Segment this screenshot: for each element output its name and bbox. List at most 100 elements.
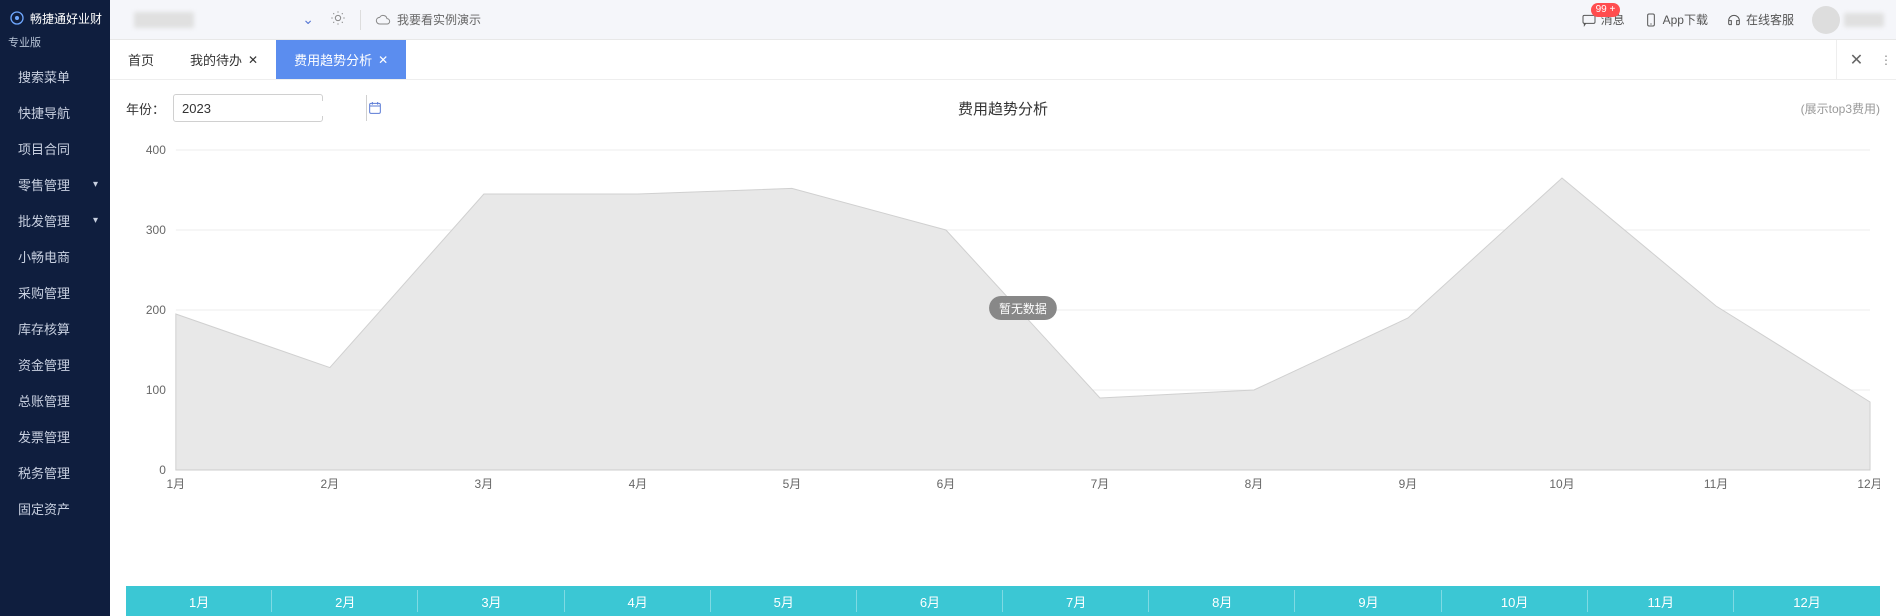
sidebar-item-8[interactable]: 资金管理 — [0, 346, 110, 382]
svg-text:暂无数据: 暂无数据 — [999, 301, 1047, 316]
month-cell-1[interactable]: 2月 — [272, 586, 418, 616]
calendar-icon — [367, 100, 383, 116]
app-download-label: App下载 — [1663, 11, 1708, 28]
customer-service-label: 在线客服 — [1746, 11, 1794, 28]
customer-service-button[interactable]: 在线客服 — [1726, 11, 1794, 28]
tab-label: 费用趋势分析 — [294, 50, 372, 69]
sidebar-item-label: 批发管理 — [18, 211, 70, 230]
sidebar-item-label: 采购管理 — [18, 283, 70, 302]
mobile-icon — [1643, 12, 1659, 28]
org-selector[interactable]: ⌄ — [122, 7, 322, 32]
sidebar-item-label: 小畅电商 — [18, 247, 70, 266]
svg-text:2月: 2月 — [321, 477, 340, 491]
topbar-right: 99 + 消息 App下载 在线客服 — [1581, 6, 1884, 34]
sidebar-item-3[interactable]: 零售管理 ▾ — [0, 166, 110, 202]
svg-text:4月: 4月 — [629, 477, 648, 491]
month-cell-7[interactable]: 8月 — [1149, 586, 1295, 616]
month-legend-bar: 1月2月3月4月5月6月7月8月9月10月11月12月 — [126, 586, 1880, 616]
sidebar-item-label: 总账管理 — [18, 391, 70, 410]
demo-link-label: 我要看实例演示 — [397, 11, 481, 28]
sidebar-item-9[interactable]: 总账管理 — [0, 382, 110, 418]
calendar-button[interactable] — [366, 95, 383, 121]
cloud-icon — [375, 12, 391, 28]
svg-text:5月: 5月 — [783, 477, 802, 491]
settings-button[interactable] — [330, 10, 346, 29]
sidebar: 畅捷通好业财 专业版 搜索菜单快捷导航项目合同零售管理▾批发管理▾小畅电商采购管… — [0, 0, 110, 616]
svg-text:6月: 6月 — [937, 477, 956, 491]
sidebar-item-label: 发票管理 — [18, 427, 70, 446]
sidebar-item-10[interactable]: 发票管理 — [0, 418, 110, 454]
svg-text:0: 0 — [159, 463, 166, 477]
sidebar-item-2[interactable]: 项目合同 — [0, 130, 110, 166]
tab-0[interactable]: 首页 — [110, 40, 172, 79]
tabs-more-button[interactable]: ⋮ — [1876, 40, 1896, 79]
sidebar-item-7[interactable]: 库存核算 — [0, 310, 110, 346]
svg-text:7月: 7月 — [1091, 477, 1110, 491]
svg-text:100: 100 — [146, 383, 166, 397]
chart-note: (展示top3费用) — [1801, 100, 1880, 117]
sidebar-item-4[interactable]: 批发管理 ▾ — [0, 202, 110, 238]
svg-text:1月: 1月 — [167, 477, 186, 491]
month-cell-5[interactable]: 6月 — [857, 586, 1003, 616]
chevron-down-icon: ▾ — [93, 179, 98, 190]
sidebar-item-11[interactable]: 税务管理 — [0, 454, 110, 490]
year-input[interactable] — [174, 101, 366, 116]
brand-logo: 畅捷通好业财 — [0, 0, 110, 36]
tab-label: 首页 — [128, 50, 154, 69]
gear-icon — [330, 10, 346, 26]
svg-text:9月: 9月 — [1399, 477, 1418, 491]
username-redacted — [1844, 13, 1884, 27]
month-cell-2[interactable]: 3月 — [418, 586, 564, 616]
close-icon[interactable]: ✕ — [248, 53, 258, 67]
divider — [360, 10, 361, 30]
sidebar-item-12[interactable]: 固定资产 — [0, 490, 110, 526]
brand-name: 畅捷通好业财 — [30, 10, 102, 27]
sidebar-item-label: 快捷导航 — [18, 103, 70, 122]
sidebar-item-5[interactable]: 小畅电商 — [0, 238, 110, 274]
sidebar-item-6[interactable]: 采购管理 — [0, 274, 110, 310]
svg-text:3月: 3月 — [475, 477, 494, 491]
sidebar-item-label: 项目合同 — [18, 139, 70, 158]
month-cell-3[interactable]: 4月 — [565, 586, 711, 616]
expense-trend-chart: 01002003004001月2月3月4月5月6月7月8月9月10月11月12月… — [126, 130, 1880, 510]
avatar — [1812, 6, 1840, 34]
month-cell-6[interactable]: 7月 — [1003, 586, 1149, 616]
svg-text:10月: 10月 — [1549, 477, 1574, 491]
month-cell-0[interactable]: 1月 — [126, 586, 272, 616]
brand-logo-icon — [8, 9, 26, 27]
demo-link[interactable]: 我要看实例演示 — [375, 11, 481, 28]
close-all-tabs-button[interactable]: ✕ — [1836, 40, 1876, 79]
svg-text:200: 200 — [146, 303, 166, 317]
month-cell-4[interactable]: 5月 — [711, 586, 857, 616]
topbar: ⌄ 我要看实例演示 99 + 消息 App下载 在线客服 — [110, 0, 1896, 40]
month-cell-11[interactable]: 12月 — [1734, 586, 1880, 616]
sidebar-item-label: 资金管理 — [18, 355, 70, 374]
tab-label: 我的待办 — [190, 50, 242, 69]
month-cell-8[interactable]: 9月 — [1295, 586, 1441, 616]
tabs-bar: 首页 我的待办 ✕ 费用趋势分析 ✕ ✕ ⋮ — [110, 40, 1896, 80]
sidebar-item-label: 零售管理 — [18, 175, 70, 194]
chart-container: 01002003004001月2月3月4月5月6月7月8月9月10月11月12月… — [126, 130, 1880, 530]
month-cell-10[interactable]: 11月 — [1588, 586, 1734, 616]
svg-text:400: 400 — [146, 143, 166, 157]
sidebar-item-label: 固定资产 — [18, 499, 70, 518]
chevron-down-icon: ▾ — [93, 215, 98, 226]
sidebar-item-1[interactable]: 快捷导航 — [0, 94, 110, 130]
user-menu[interactable] — [1812, 6, 1884, 34]
close-icon[interactable]: ✕ — [378, 53, 388, 67]
chevron-down-icon: ⌄ — [302, 11, 314, 28]
sidebar-item-label: 库存核算 — [18, 319, 70, 338]
sidebar-item-label: 搜索菜单 — [18, 67, 70, 86]
tab-1[interactable]: 我的待办 ✕ — [172, 40, 276, 79]
svg-text:8月: 8月 — [1245, 477, 1264, 491]
year-input-wrap — [173, 94, 323, 122]
tab-2[interactable]: 费用趋势分析 ✕ — [276, 40, 406, 79]
sidebar-item-label: 税务管理 — [18, 463, 70, 482]
month-cell-9[interactable]: 10月 — [1442, 586, 1588, 616]
sidebar-item-0[interactable]: 搜索菜单 — [0, 58, 110, 94]
svg-text:300: 300 — [146, 223, 166, 237]
messages-button[interactable]: 99 + 消息 — [1581, 11, 1625, 28]
app-download-button[interactable]: App下载 — [1643, 11, 1708, 28]
messages-badge: 99 + — [1591, 3, 1621, 17]
filter-row: 年份： 费用趋势分析 (展示top3费用) — [126, 94, 1880, 122]
